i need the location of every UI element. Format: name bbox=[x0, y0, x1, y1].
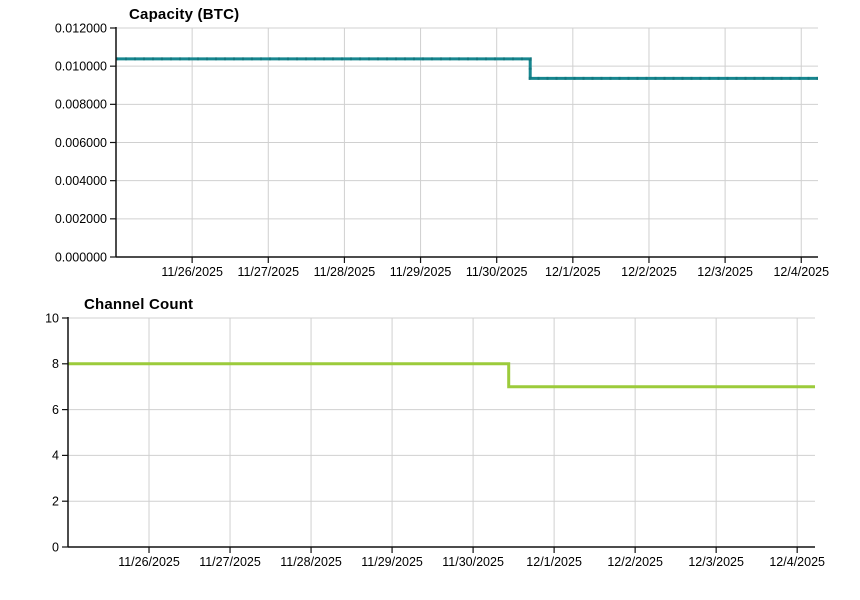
x-axis-tick-label: 12/3/2025 bbox=[697, 265, 753, 279]
x-axis-tick-label: 11/27/2025 bbox=[199, 555, 261, 569]
x-axis-tick-label: 11/28/2025 bbox=[314, 265, 376, 279]
x-axis-tick-label: 12/4/2025 bbox=[773, 265, 829, 279]
capacity-chart-title: Capacity (BTC) bbox=[129, 6, 240, 23]
y-axis-tick-label: 0 bbox=[52, 540, 59, 554]
y-axis-tick-label: 0.000000 bbox=[55, 250, 107, 264]
y-axis-tick-label: 0.006000 bbox=[55, 136, 107, 150]
x-axis-tick-label: 11/30/2025 bbox=[442, 555, 504, 569]
capacity-chart-series-markers bbox=[116, 57, 818, 80]
x-axis-tick-label: 11/30/2025 bbox=[466, 265, 528, 279]
capacity-chart-series-line bbox=[116, 57, 818, 80]
y-axis-tick-label: 6 bbox=[52, 403, 59, 417]
x-axis-tick-label: 11/28/2025 bbox=[280, 555, 342, 569]
x-axis-tick-label: 11/26/2025 bbox=[118, 555, 180, 569]
y-axis-tick-label: 4 bbox=[52, 449, 59, 463]
y-axis-tick-label: 0.012000 bbox=[55, 21, 107, 35]
y-axis-tick-label: 0.002000 bbox=[55, 212, 107, 226]
y-axis-tick-label: 0.010000 bbox=[55, 59, 107, 73]
channel-count-chart-series-line bbox=[68, 362, 815, 389]
y-axis-tick-label: 0.004000 bbox=[55, 174, 107, 188]
x-axis-tick-label: 12/3/2025 bbox=[688, 555, 744, 569]
x-axis-tick-label: 11/27/2025 bbox=[237, 265, 299, 279]
x-axis-tick-label: 11/29/2025 bbox=[390, 265, 452, 279]
channel-count-chart-group: 0 2 4 6 8 10 11/26/2025 11/27/2025 11/28/2025 11/… bbox=[45, 311, 825, 569]
channel-count-chart-title: Channel Count bbox=[84, 296, 194, 313]
x-axis-tick-label: 12/2/2025 bbox=[621, 265, 677, 279]
y-axis-tick-label: 0.008000 bbox=[55, 98, 107, 112]
x-axis-tick-label: 12/1/2025 bbox=[526, 555, 582, 569]
x-axis-tick-label: 12/4/2025 bbox=[769, 555, 825, 569]
x-axis-tick-label: 12/2/2025 bbox=[607, 555, 663, 569]
capacity-chart-group: 0.000000 0.002000 0.004000 0.006000 0.008000… bbox=[55, 21, 829, 279]
y-axis-tick-label: 2 bbox=[52, 495, 59, 509]
x-axis-tick-label: 11/29/2025 bbox=[361, 555, 423, 569]
x-axis-tick-label: 12/1/2025 bbox=[545, 265, 601, 279]
y-axis-tick-label: 10 bbox=[45, 311, 59, 325]
x-axis-tick-label: 11/26/2025 bbox=[161, 265, 223, 279]
y-axis-tick-label: 8 bbox=[52, 357, 59, 371]
